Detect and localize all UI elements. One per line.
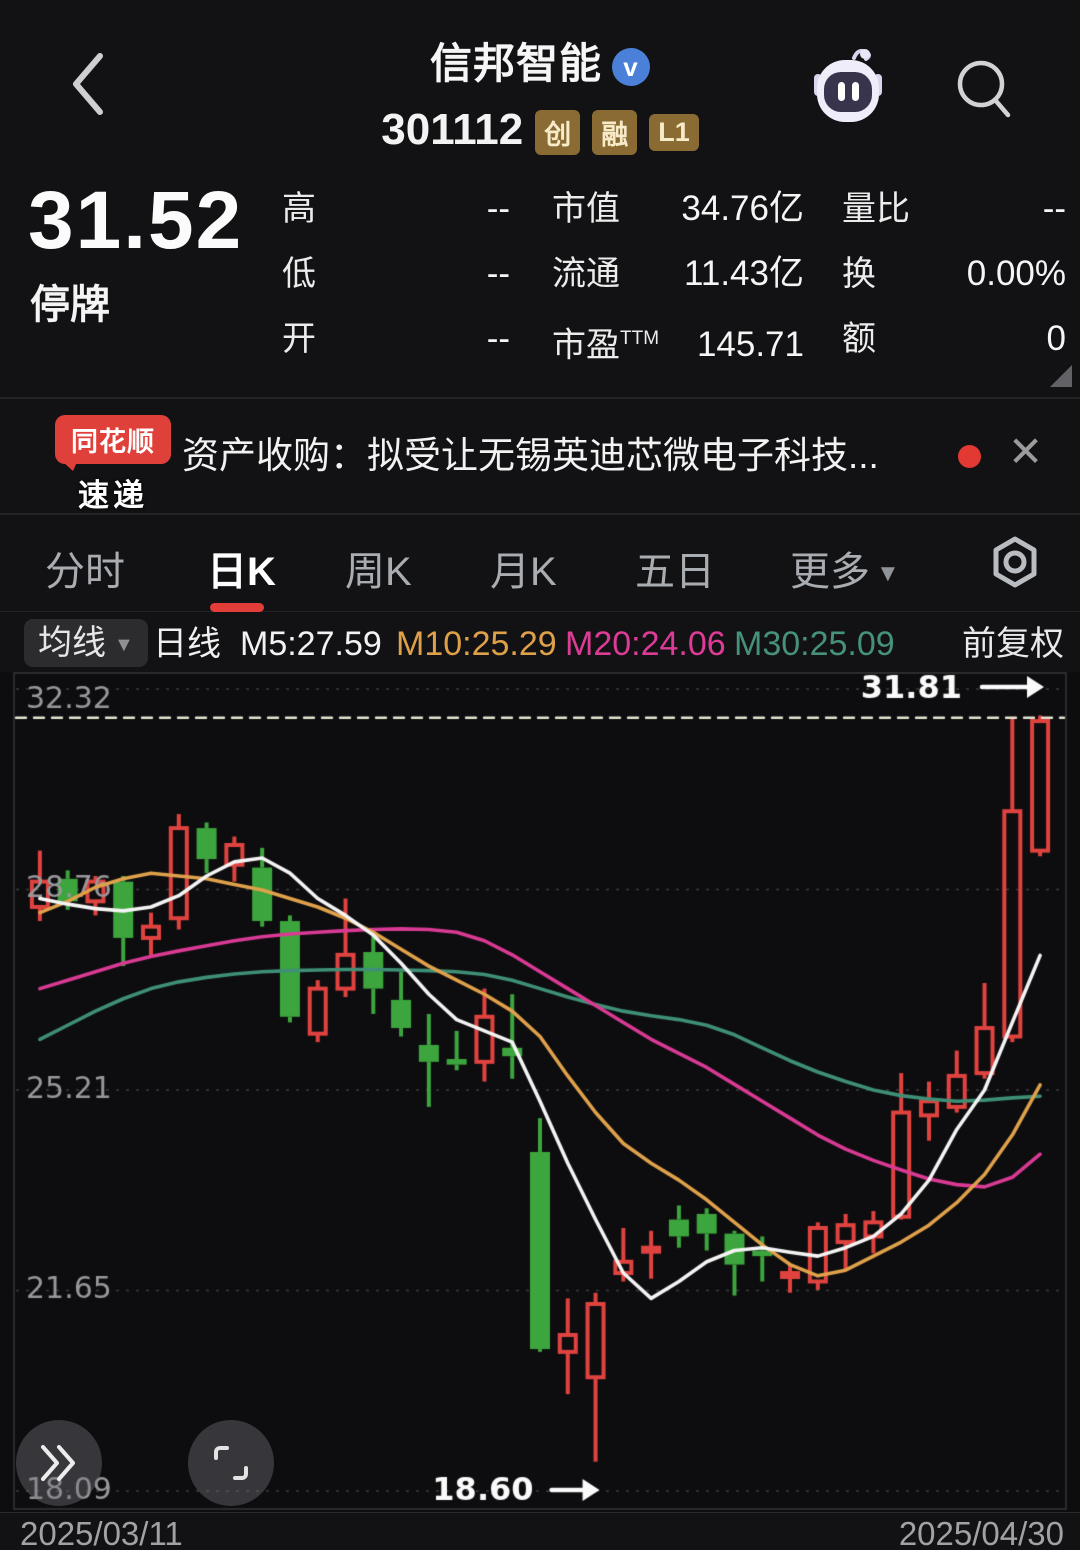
quote-panel: 31.52 停牌 高 -- 低 -- 开 -- 市值 34.76亿 流通 <box>0 160 1080 395</box>
search-button[interactable] <box>952 56 1018 122</box>
tag-chuang: 创 <box>535 109 581 155</box>
robot-eye-left <box>838 82 845 101</box>
ma-dropdown[interactable]: 均线 ▼ <box>24 619 148 667</box>
stat-volume-ratio: 量比 -- <box>842 189 1066 228</box>
fast-forward-icon2 <box>57 1445 75 1481</box>
kline-chart-area <box>0 672 1080 1512</box>
quote-col-ohl: 高 -- 低 -- 开 -- <box>282 176 510 371</box>
robot-antenna-tip <box>860 49 870 59</box>
stat-open: 开 -- <box>282 319 510 358</box>
stat-turnover-rate: 换 0.00% <box>842 254 1066 293</box>
tab-daily-k[interactable]: 日K <box>207 550 276 594</box>
tab-monthly-k[interactable]: 月K <box>490 550 557 594</box>
search-icon-handle <box>993 98 1011 118</box>
tab-more[interactable]: 更多 ▼ <box>790 550 900 594</box>
stat-high: 高 -- <box>282 189 510 228</box>
stat-float-cap: 流通 11.43亿 <box>552 254 804 293</box>
ths-express-logo: 同花顺 速递 <box>55 415 171 515</box>
ai-assistant-button[interactable] <box>808 44 888 128</box>
ma-period-label: 日线 <box>153 625 221 663</box>
ths-logo-bubble: 同花顺 <box>55 415 171 471</box>
quote-col-volume: 量比 -- 换 0.00% 额 0 <box>842 176 1066 371</box>
date-axis: 2025/03/11 2025/04/30 <box>0 1512 1080 1550</box>
active-tab-underline <box>210 603 264 612</box>
header: 信邦智能 v 301112 创融 L1 <box>0 0 1080 160</box>
kline-canvas[interactable] <box>0 672 1080 1512</box>
ma5-value: M5:27.59 <box>240 625 382 663</box>
news-flash-bar: 同花顺 速递 资产收购：拟受让无锡英迪芯微电子科技... ✕ <box>0 397 1080 515</box>
tag-rong: 融 <box>592 109 638 155</box>
stat-market-cap: 市值 34.76亿 <box>552 189 804 228</box>
gear-icon-hole <box>1003 550 1027 574</box>
tab-minute[interactable]: 分时 <box>45 550 125 594</box>
fast-forward-icon <box>41 1445 59 1481</box>
chevron-down-icon: ▼ <box>876 560 900 588</box>
ths-logo-sub: 速递 <box>78 478 148 513</box>
gear-icon <box>993 536 1037 588</box>
verified-badge: v <box>612 47 650 86</box>
news-headline[interactable]: 资产收购：拟受让无锡英迪芯微电子科技... <box>182 435 879 476</box>
stat-low: 低 -- <box>282 254 510 293</box>
tab-five-day[interactable]: 五日 <box>635 550 715 594</box>
expand-stats-triangle[interactable] <box>1050 365 1072 387</box>
tab-weekly-k[interactable]: 周K <box>345 550 412 594</box>
stat-amount: 额 0 <box>842 319 1066 358</box>
page-title: 信邦智能 <box>429 40 602 87</box>
fullscreen-icon <box>214 1446 229 1460</box>
ma20-value: M20:24.06 <box>565 625 726 663</box>
robot-eye-right <box>852 82 859 101</box>
stat-pe-ttm: 市盈TTM 145.71 <box>552 325 804 365</box>
stock-code: 301112 <box>381 105 524 154</box>
pe-ttm-sup: TTM <box>620 328 660 349</box>
close-icon[interactable]: ✕ <box>1008 428 1044 475</box>
jump-to-latest-button[interactable] <box>16 1420 102 1506</box>
search-icon <box>957 60 1005 108</box>
ma10-value: M10:25.29 <box>396 625 557 663</box>
fullscreen-icon2 <box>233 1466 248 1480</box>
robot-face <box>824 72 872 112</box>
unread-dot <box>958 445 981 468</box>
ma-toolbar: 均线 ▼ 日线 M5:27.59 M10:25.29 M20:24.06 M30:… <box>0 613 1080 672</box>
fullscreen-button[interactable] <box>188 1420 274 1506</box>
title-block: 信邦智能 v 301112 创融 L1 <box>0 30 1080 155</box>
chart-settings-button[interactable] <box>986 531 1044 593</box>
tag-l1: L1 <box>649 113 699 151</box>
last-price: 31.52 <box>28 175 244 266</box>
trading-status: 停牌 <box>30 283 110 327</box>
date-end: 2025/04/30 <box>898 1515 1064 1550</box>
period-tabs: 分时 日K 周K 月K 五日 更多 ▼ <box>0 517 1080 612</box>
back-button[interactable] <box>62 48 118 120</box>
ma30-value: M30:25.09 <box>734 625 895 663</box>
adjust-mode-toggle[interactable]: 前复权 <box>962 625 1064 663</box>
chevron-down-icon: ▼ <box>114 634 134 657</box>
date-start: 2025/03/11 <box>20 1515 183 1550</box>
quote-col-cap: 市值 34.76亿 流通 11.43亿 市盈TTM 145.71 <box>552 176 804 371</box>
chevron-left-icon <box>73 53 103 115</box>
